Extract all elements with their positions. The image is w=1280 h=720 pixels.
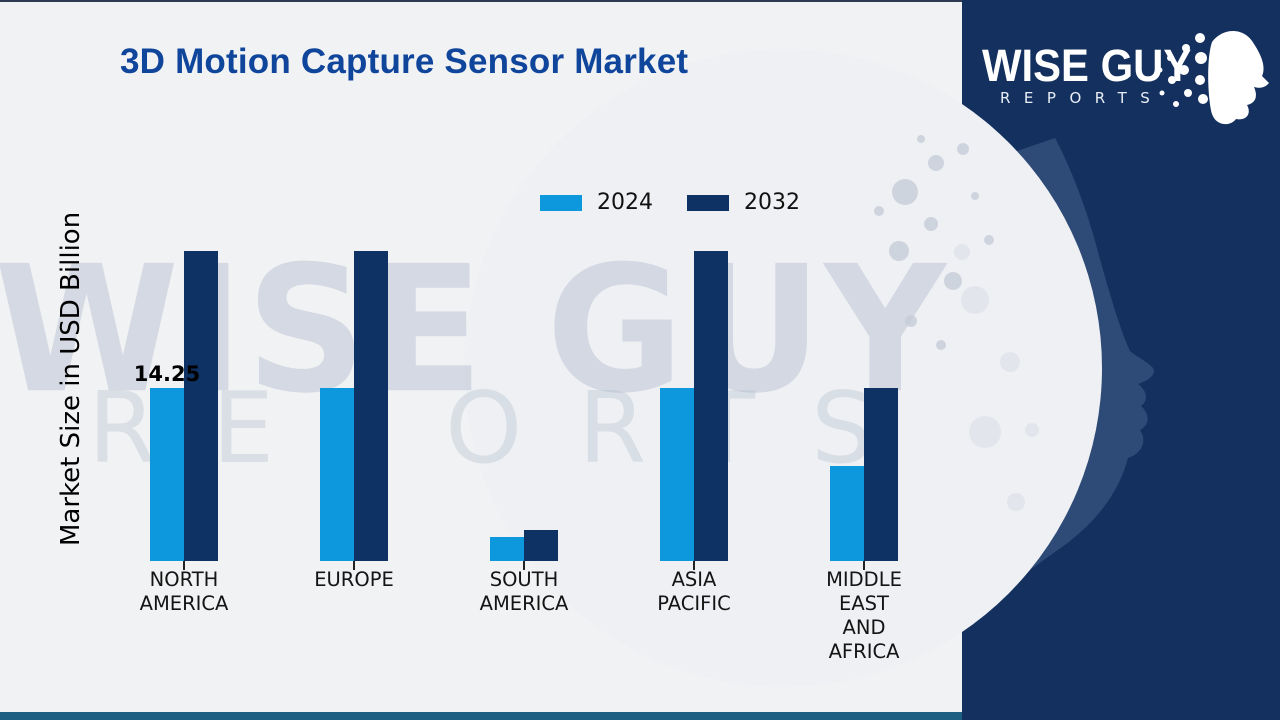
bar-2032-middle-east-and-africa	[864, 388, 898, 561]
bottom-accent-bar	[0, 712, 962, 720]
bar-2024-south-america	[490, 537, 524, 561]
legend-item-2024: 2024	[540, 190, 653, 215]
bar-2024-asia-pacific	[660, 388, 694, 561]
bar-2024-europe	[320, 388, 354, 561]
bar-2032-north-america	[184, 251, 218, 561]
logo-wordmark: WISE GUY	[982, 40, 1192, 91]
category-label-europe: EUROPE	[314, 568, 394, 591]
logo-subtitle: REPORTS	[1000, 89, 1164, 107]
top-rule	[0, 0, 962, 2]
bar-2024-middle-east-and-africa	[830, 466, 864, 561]
value-label-2024-north-america: 14.25	[133, 362, 201, 386]
circle-texture-dots	[954, 244, 1039, 511]
watermark-circle	[464, 49, 1102, 687]
category-label-north-america: NORTH AMERICA	[139, 568, 229, 615]
legend-label-2024: 2024	[597, 190, 653, 215]
y-axis-label: Market Size in USD Billion	[56, 211, 86, 547]
legend-item-2032: 2032	[687, 190, 800, 215]
x-axis-tick-europe	[353, 561, 355, 570]
legend-swatch-2024	[540, 194, 582, 211]
legend: 2024 2032	[540, 190, 800, 215]
legend-label-2032: 2032	[744, 190, 800, 215]
legend-swatch-2032	[687, 194, 729, 211]
x-axis-tick-north-america	[183, 561, 185, 570]
x-axis-tick-south-america	[523, 561, 525, 570]
category-label-middle-east-and-africa: MIDDLE EAST AND AFRICA	[826, 568, 902, 663]
bar-2032-south-america	[524, 530, 558, 561]
bar-2032-asia-pacific	[694, 251, 728, 561]
category-label-asia-pacific: ASIA PACIFIC	[657, 568, 731, 615]
bar-2024-north-america	[150, 388, 184, 561]
page-title: 3D Motion Capture Sensor Market	[120, 42, 689, 81]
x-axis-tick-asia-pacific	[693, 561, 695, 570]
bar-2032-europe	[354, 251, 388, 561]
watermark-text-reports: REPORTS	[88, 372, 930, 486]
category-label-south-america: SOUTH AMERICA	[479, 568, 569, 615]
x-axis-tick-middle-east-and-africa	[863, 561, 865, 570]
